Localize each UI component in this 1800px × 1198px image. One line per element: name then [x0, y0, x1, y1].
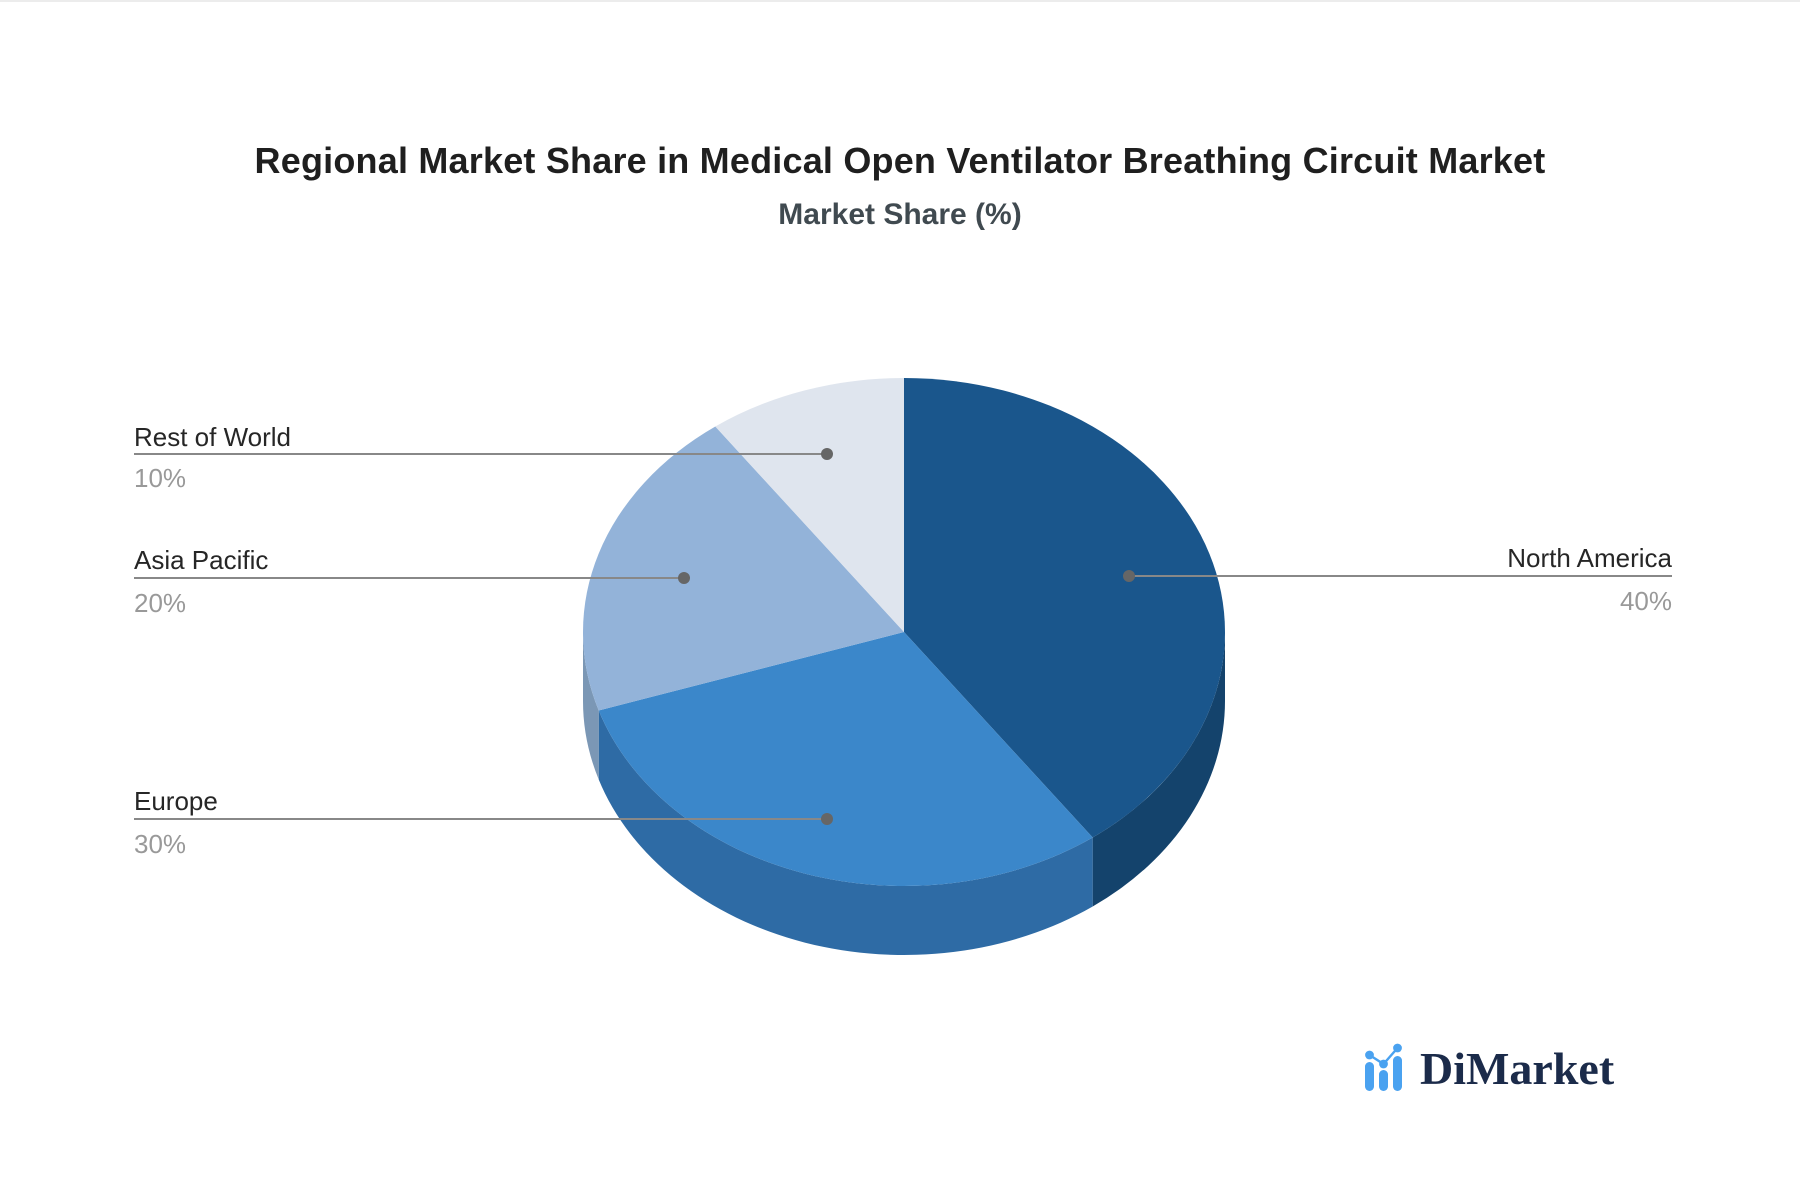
pie-slice-europe[interactable] — [598, 632, 1093, 887]
callout-pct-europe-wrap: 30% — [134, 829, 186, 859]
callout-pct-north-america: 40% — [1619, 586, 1672, 616]
pie-slice-rest-of-world[interactable] — [715, 378, 904, 632]
callout-pct-rest-of-world-wrap: 10% — [134, 463, 186, 493]
callout-pct-asia-pacific-wrap: 20% — [134, 588, 186, 618]
pie-slice-side-europe — [598, 710, 1093, 956]
leader-dot-asia-pacific — [678, 572, 690, 584]
pie-slice-asia-pacific[interactable] — [582, 426, 904, 711]
logo-bar-1 — [1365, 1062, 1374, 1091]
callout-north-america: North America — [1507, 543, 1672, 573]
leader-dot-europe — [821, 813, 833, 825]
pie-slice-side-north-america — [1092, 632, 1225, 907]
callout-label-north-america: North America — [1507, 543, 1672, 573]
callout-rest-of-world: Rest of World — [134, 422, 291, 452]
leader-dot-north-america — [1123, 570, 1135, 582]
callout-label-rest-of-world: Rest of World — [134, 422, 292, 452]
callout-pct-north-america-wrap: 40% — [1620, 586, 1672, 616]
logo-dot-3 — [1393, 1043, 1402, 1053]
dimarket-logo: DiMarket — [1362, 1038, 1614, 1094]
callout-pct-europe: 30% — [134, 829, 187, 859]
dimarket-logo-text: DiMarket — [1420, 1043, 1615, 1094]
callout-pct-rest-of-world: 10% — [134, 463, 187, 493]
callout-europe: Europe — [134, 786, 218, 816]
dimarket-logo-icon — [1365, 1043, 1402, 1091]
callout-pct-asia-pacific: 20% — [134, 588, 187, 618]
logo-bar-2 — [1379, 1070, 1388, 1091]
logo-dot-2 — [1379, 1059, 1388, 1069]
chart-title: Regional Market Share in Medical Open Ve… — [254, 140, 1546, 181]
chart-subtitle: Market Share (%) — [778, 198, 1022, 231]
logo-bar-3 — [1393, 1056, 1402, 1091]
pie-slice-north-america[interactable] — [904, 378, 1226, 838]
pie-slice-side-asia-pacific — [583, 632, 599, 780]
callout-label-asia-pacific: Asia Pacific — [134, 545, 269, 575]
callout-label-europe: Europe — [134, 786, 218, 816]
callout-asia-pacific: Asia Pacific — [134, 545, 268, 575]
logo-dot-1 — [1365, 1050, 1374, 1060]
leader-dot-rest-of-world — [821, 448, 833, 460]
